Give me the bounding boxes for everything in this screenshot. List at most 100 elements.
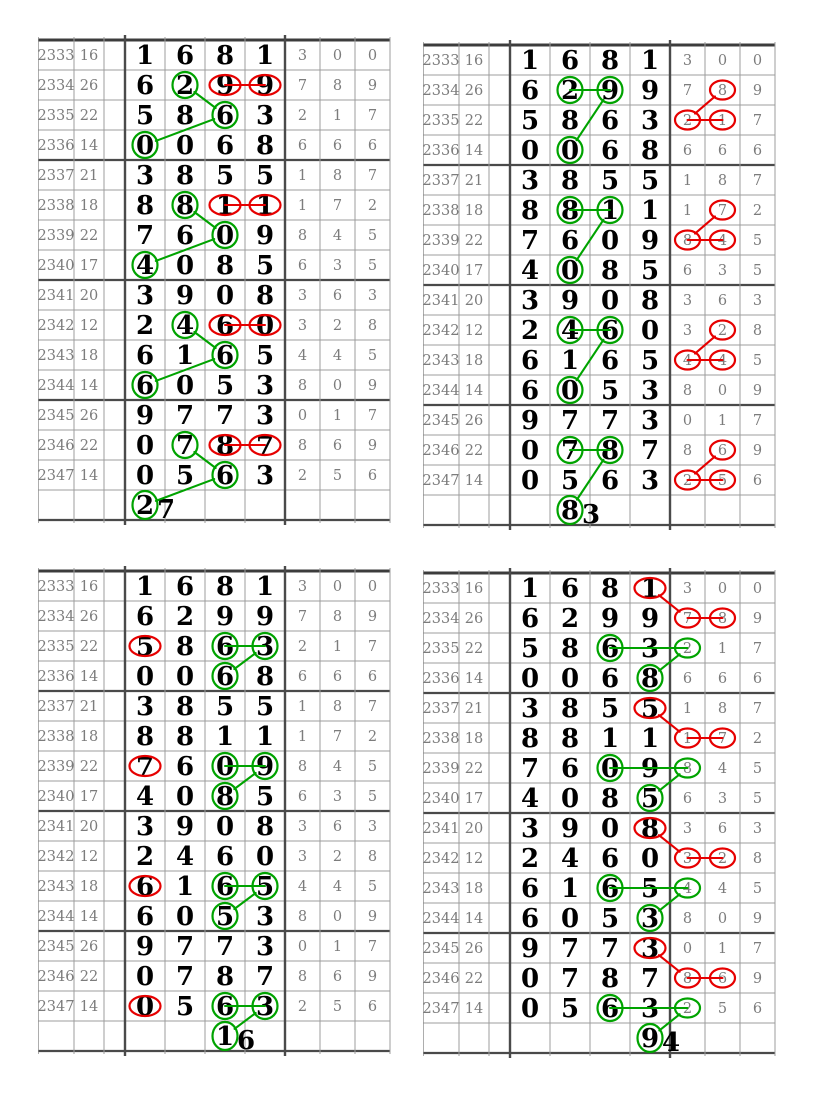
big-digit-cell: 7 xyxy=(641,964,659,994)
big-digit-cell: 0 xyxy=(136,962,154,992)
grid xyxy=(38,566,391,1056)
period-cell: 2346 xyxy=(423,443,459,459)
period-cell: 2346 xyxy=(423,971,459,987)
circle-annotation-green xyxy=(556,315,584,345)
sum-cell: 18 xyxy=(465,353,483,369)
small-digit-cell: 6 xyxy=(718,671,727,687)
small-digit-cell: 1 xyxy=(683,203,692,219)
small-digit-cell: 7 xyxy=(368,939,377,955)
big-digit-cell: 6 xyxy=(601,844,619,874)
big-digit-cell: 0 xyxy=(176,131,194,161)
footer-prediction-second: 7 xyxy=(157,495,175,525)
big-digit-cell: 6 xyxy=(216,131,234,161)
small-digit-cell: 1 xyxy=(333,408,342,424)
big-digit-cell: 1 xyxy=(176,341,194,371)
small-digit-cell: 7 xyxy=(368,108,377,124)
link-line-green xyxy=(233,891,257,911)
circle-annotation-red xyxy=(208,433,242,457)
circle-annotation-green xyxy=(596,993,624,1023)
big-digit-cell: 6 xyxy=(521,376,539,406)
circle-annotation-green xyxy=(211,340,239,370)
big-digit-cell: 0 xyxy=(561,664,579,694)
small-digit-cell: 8 xyxy=(368,318,377,334)
sum-cell: 20 xyxy=(80,819,98,835)
big-digit-cell: 3 xyxy=(521,166,539,196)
small-digit-cell: 6 xyxy=(368,669,377,685)
big-digit-cell: 5 xyxy=(641,346,659,376)
big-digit-cell: 5 xyxy=(641,166,659,196)
link-line-red xyxy=(657,714,681,733)
sum-cell: 14 xyxy=(80,378,98,394)
period-cell: 2346 xyxy=(38,969,74,985)
sum-cell: 14 xyxy=(80,468,98,484)
small-digit-cell: 6 xyxy=(333,438,342,454)
big-digit-cell: 5 xyxy=(601,376,619,406)
big-digit-cell: 6 xyxy=(521,874,539,904)
big-digit-cell: 7 xyxy=(216,401,234,431)
small-digit-cell: 2 xyxy=(298,108,307,124)
small-digit-cell: 3 xyxy=(683,323,692,339)
sum-cell: 18 xyxy=(80,348,98,364)
sum-cell: 12 xyxy=(80,849,98,865)
big-digit-cell: 1 xyxy=(561,346,579,376)
period-cell: 2337 xyxy=(423,173,459,189)
sum-cell: 26 xyxy=(465,611,483,627)
sum-cell: 26 xyxy=(465,941,483,957)
circle-annotation-green xyxy=(211,220,239,250)
big-digit-cell: 3 xyxy=(136,812,154,842)
sum-cell: 22 xyxy=(465,971,483,987)
circle-annotation-red xyxy=(708,469,737,491)
small-digit-cell: 3 xyxy=(718,791,727,807)
small-digit-cell: 7 xyxy=(368,168,377,184)
link-line-green xyxy=(193,210,217,230)
big-digit-cell: 8 xyxy=(601,46,619,76)
period-cell: 2345 xyxy=(38,408,74,424)
circle-annotation-green xyxy=(131,370,159,400)
sum-cell: 12 xyxy=(465,851,483,867)
big-digit-cell: 0 xyxy=(176,902,194,932)
period-cell: 2339 xyxy=(38,759,74,775)
small-digit-cell: 7 xyxy=(753,113,762,129)
period-cell: 2338 xyxy=(38,729,74,745)
big-digit-cell: 5 xyxy=(176,461,194,491)
small-digit-cell: 4 xyxy=(333,759,342,775)
big-digit-cell: 8 xyxy=(601,256,619,286)
period-cell: 2335 xyxy=(423,641,459,657)
big-digit-cell: 0 xyxy=(176,371,194,401)
small-digit-cell: 1 xyxy=(298,729,307,745)
small-digit-cell: 1 xyxy=(298,699,307,715)
small-digit-cell: 2 xyxy=(333,318,342,334)
big-digit-cell: 8 xyxy=(136,191,154,221)
period-cell: 2343 xyxy=(423,881,459,897)
big-digit-cell: 6 xyxy=(561,226,579,256)
sum-cell: 18 xyxy=(80,198,98,214)
link-line-green xyxy=(658,653,681,672)
sum-cell: 14 xyxy=(465,383,483,399)
link-line-green xyxy=(575,218,605,262)
small-digit-cell: 2 xyxy=(753,203,762,219)
big-digit-cell: 4 xyxy=(176,842,194,872)
small-digit-cell: 7 xyxy=(298,78,307,94)
circle-annotation-green xyxy=(211,460,239,490)
small-digit-cell: 3 xyxy=(368,819,377,835)
circle-annotation-red xyxy=(248,433,282,457)
sum-cell: 18 xyxy=(465,203,483,219)
panel-bottom-left: 2333 16 1 6 8 1 3 0 0 2334 26 6 2 9 9 7 8 9 2335 22 5 8 6 3 2 1 7 2… xyxy=(38,566,391,1056)
big-digit-cell: 8 xyxy=(601,784,619,814)
circle-annotation-red xyxy=(633,576,667,600)
small-digit-cell: 8 xyxy=(333,168,342,184)
big-digit-cell: 0 xyxy=(176,251,194,281)
big-digit-cell: 7 xyxy=(561,964,579,994)
small-digit-cell: 7 xyxy=(368,639,377,655)
big-digit-cell: 9 xyxy=(641,604,659,634)
circle-annotation-green xyxy=(596,435,624,465)
footer-prediction-second: 6 xyxy=(237,1026,255,1056)
big-digit-cell: 3 xyxy=(256,902,274,932)
small-digit-cell: 1 xyxy=(298,198,307,214)
big-digit-cell: 1 xyxy=(641,724,659,754)
sum-cell: 20 xyxy=(80,288,98,304)
sum-cell: 14 xyxy=(465,911,483,927)
circle-annotation-red xyxy=(208,313,242,337)
small-digit-cell: 6 xyxy=(368,468,377,484)
small-digit-cell: 1 xyxy=(683,701,692,717)
